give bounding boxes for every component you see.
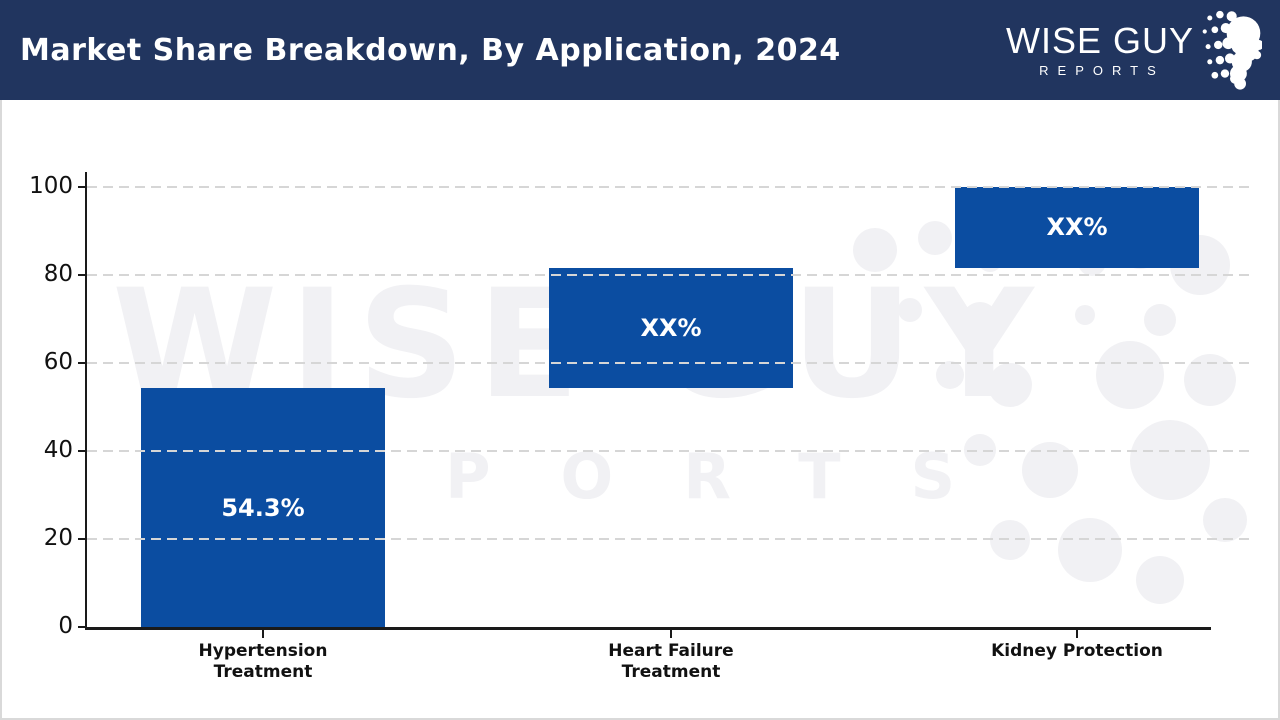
page-border-bottom	[0, 718, 1280, 720]
gridline	[87, 450, 1254, 452]
y-tick-label: 20	[43, 525, 73, 551]
y-tick-mark	[78, 538, 87, 540]
page-title: Market Share Breakdown, By Application, …	[20, 32, 841, 68]
y-tick-mark	[78, 626, 87, 628]
y-tick-label: 80	[43, 261, 73, 287]
bar: XX%	[549, 267, 793, 389]
x-axis-line	[85, 627, 1211, 630]
y-tick-mark	[78, 362, 87, 364]
y-tick-mark	[78, 186, 87, 188]
bar-value-label: XX%	[1046, 213, 1108, 242]
logo-wiseguy-text: WISE GUY	[1005, 19, 1194, 61]
logo-reports-text: REPORTS	[1039, 62, 1165, 78]
y-tick-label: 60	[43, 349, 73, 375]
page-border-right	[1278, 100, 1280, 720]
x-category-label: Hypertension Treatment	[198, 641, 328, 682]
header-bar: Market Share Breakdown, By Application, …	[0, 0, 1280, 100]
y-tick-label: 0	[58, 613, 73, 639]
x-category-label: Kidney Protection	[991, 641, 1163, 661]
gridline	[87, 538, 1254, 540]
wise-guy-reports-logo: WISE GUY REPORTS	[1006, 6, 1262, 94]
x-tick-mark	[670, 630, 672, 638]
bar-value-label: 54.3%	[221, 493, 305, 522]
bar: 54.3%	[141, 388, 385, 627]
bar: XX%	[955, 187, 1199, 268]
y-tick-mark	[78, 450, 87, 452]
y-tick-label: 40	[43, 437, 73, 463]
x-tick-mark	[262, 630, 264, 638]
gridline	[87, 274, 1254, 276]
y-tick-mark	[78, 274, 87, 276]
y-axis-line	[85, 172, 87, 629]
gridline	[87, 362, 1254, 364]
gridline	[87, 186, 1254, 188]
x-category-label: Heart Failure Treatment	[608, 641, 734, 682]
wise-guy-face-icon	[1202, 10, 1262, 90]
page-border-left	[0, 100, 2, 720]
bar-value-label: XX%	[640, 314, 702, 342]
y-tick-label: 100	[29, 173, 73, 199]
x-tick-mark	[1076, 630, 1078, 638]
